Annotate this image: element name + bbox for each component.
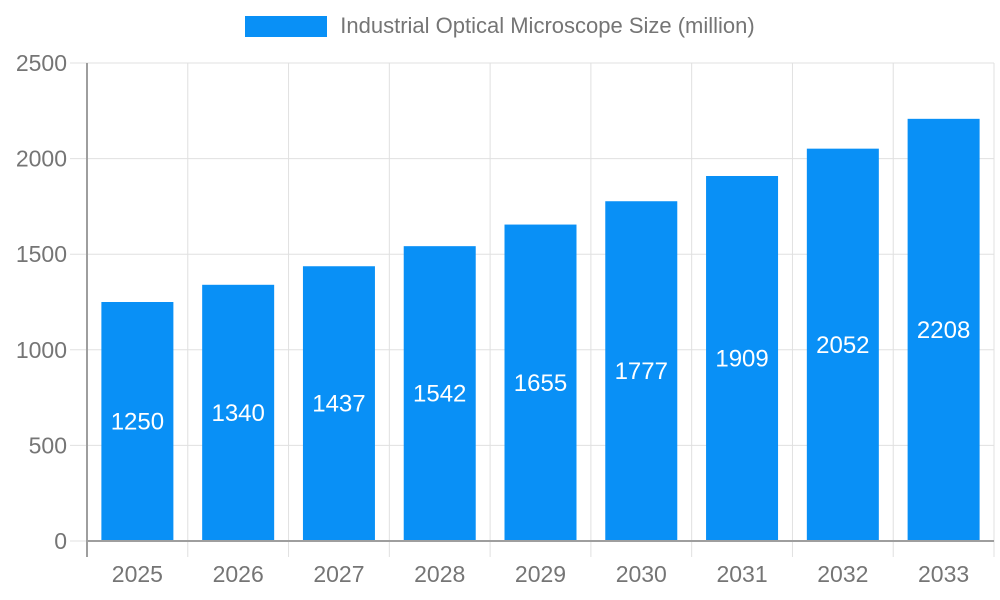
y-tick-label: 0: [54, 528, 67, 554]
x-tick-label: 2028: [414, 561, 465, 587]
y-tick-label: 2000: [16, 146, 67, 172]
x-tick-label: 2032: [817, 561, 868, 587]
bar-value-label: 1909: [715, 345, 768, 372]
y-tick-label: 500: [29, 432, 67, 458]
bar-value-label: 1542: [413, 381, 466, 408]
x-tick-label: 2025: [112, 561, 163, 587]
x-tick-label: 2033: [918, 561, 969, 587]
bar-2033: [907, 118, 980, 542]
bar-value-label: 2052: [816, 332, 869, 359]
bar-value-label: 1437: [312, 391, 365, 418]
bar-2032: [806, 148, 879, 541]
bar-value-label: 1250: [111, 409, 164, 436]
bar-value-label: 1777: [615, 358, 668, 385]
legend-swatch: [245, 15, 328, 37]
bar-2026: [202, 284, 275, 541]
chart-legend: Industrial Optical Microscope Size (mill…: [0, 13, 1000, 39]
bar-2028: [403, 246, 476, 541]
y-tick-label: 2500: [16, 50, 67, 76]
x-tick-label: 2030: [616, 561, 667, 587]
y-tick-label: 1000: [16, 337, 67, 363]
bar-2029: [504, 224, 577, 541]
y-tick-label: 1500: [16, 241, 67, 267]
bar-2025: [101, 302, 174, 541]
bar-value-label: 1655: [514, 370, 567, 397]
x-tick-label: 2029: [515, 561, 566, 587]
bar-value-label: 1340: [211, 400, 264, 427]
bar-2027: [302, 266, 375, 541]
legend-label: Industrial Optical Microscope Size (mill…: [340, 13, 755, 38]
x-tick-label: 2031: [716, 561, 767, 587]
bar-2031: [706, 175, 779, 541]
x-tick-label: 2026: [213, 561, 264, 587]
x-tick-label: 2027: [313, 561, 364, 587]
bar-value-label: 2208: [917, 317, 970, 344]
bar-2030: [605, 201, 678, 541]
